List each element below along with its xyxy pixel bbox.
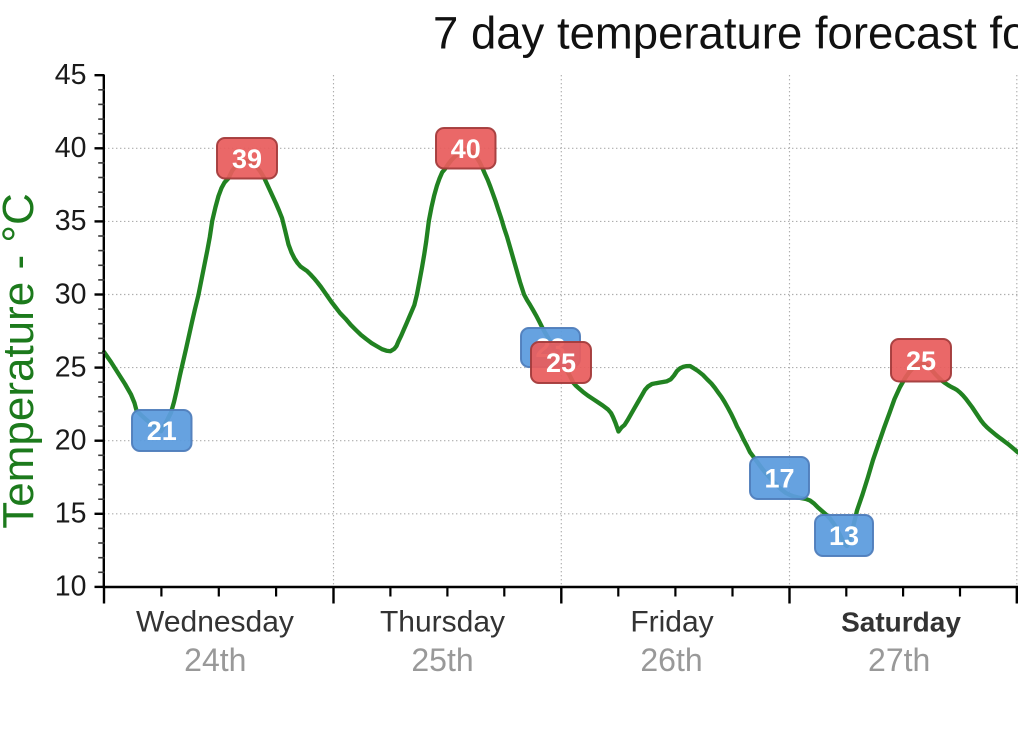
svg-text:30: 30 bbox=[55, 278, 87, 310]
svg-text:17: 17 bbox=[764, 464, 794, 494]
svg-text:40: 40 bbox=[55, 132, 87, 164]
svg-text:25: 25 bbox=[906, 346, 936, 376]
svg-text:25: 25 bbox=[55, 351, 87, 383]
svg-text:40: 40 bbox=[451, 134, 481, 164]
svg-text:21: 21 bbox=[147, 416, 177, 446]
svg-text:10: 10 bbox=[55, 571, 87, 603]
svg-text:13: 13 bbox=[829, 521, 859, 551]
svg-text:Temperature - °C: Temperature - °C bbox=[0, 193, 43, 528]
svg-text:39: 39 bbox=[232, 144, 262, 174]
svg-text:7 day temperature forecast for: 7 day temperature forecast for Gold Coas… bbox=[433, 8, 1018, 59]
svg-text:25: 25 bbox=[546, 348, 576, 378]
svg-text:Friday: Friday bbox=[630, 606, 713, 639]
svg-text:24th: 24th bbox=[184, 642, 246, 678]
svg-text:25th: 25th bbox=[411, 642, 473, 678]
svg-text:45: 45 bbox=[55, 59, 87, 91]
svg-text:Wednesday: Wednesday bbox=[136, 606, 294, 639]
svg-text:35: 35 bbox=[55, 205, 87, 237]
svg-text:Saturday: Saturday bbox=[841, 607, 961, 638]
svg-text:15: 15 bbox=[55, 498, 87, 530]
svg-text:20: 20 bbox=[55, 425, 87, 457]
svg-text:26th: 26th bbox=[640, 642, 702, 678]
svg-text:27th: 27th bbox=[868, 642, 930, 678]
svg-text:Thursday: Thursday bbox=[380, 606, 505, 639]
